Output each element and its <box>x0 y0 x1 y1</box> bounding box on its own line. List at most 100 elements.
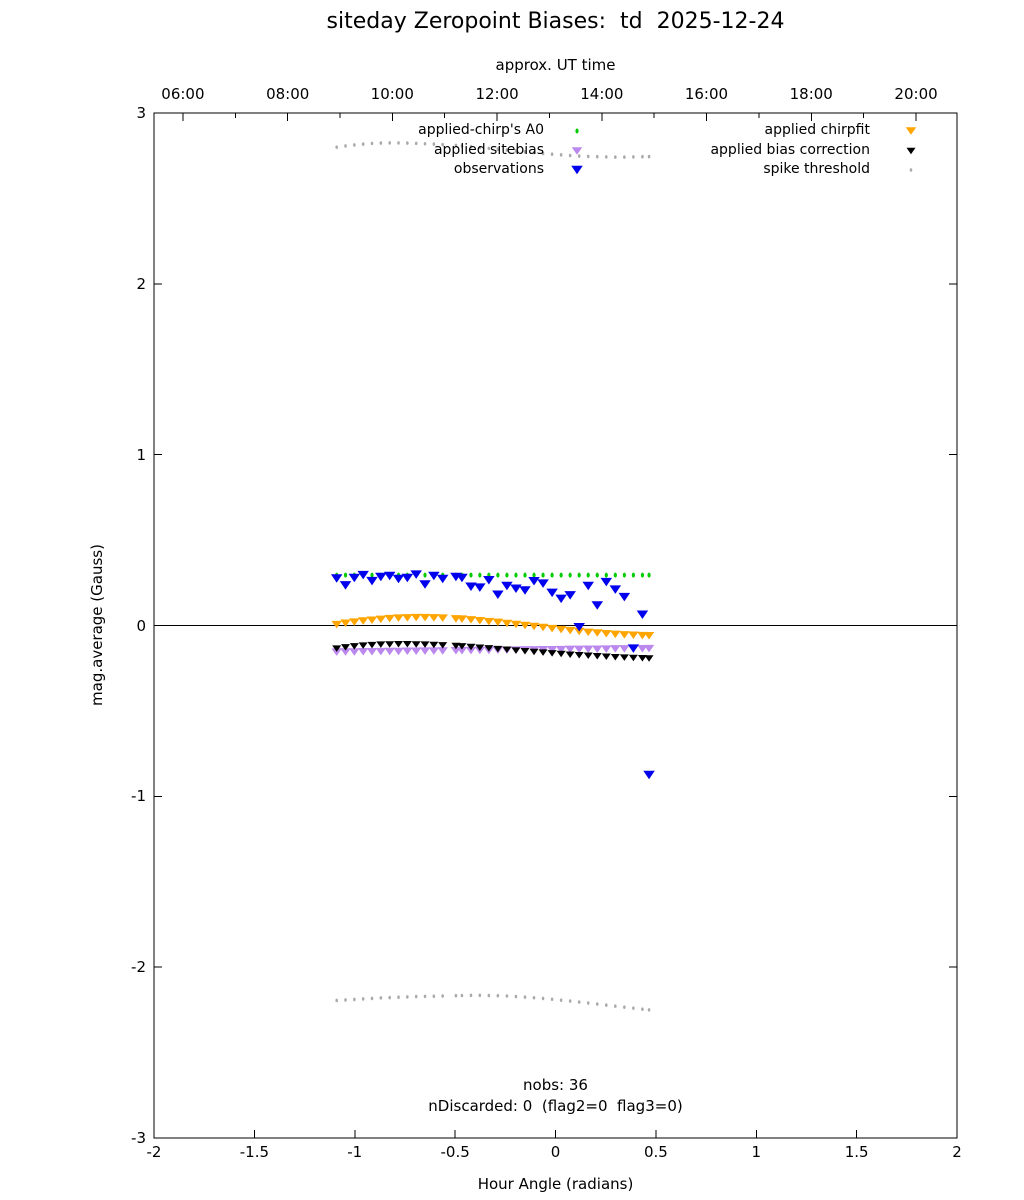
data-point <box>532 150 536 155</box>
data-point <box>393 614 404 622</box>
data-point <box>511 647 521 654</box>
data-point <box>370 572 374 578</box>
data-point <box>573 645 585 654</box>
data-point <box>514 572 518 578</box>
green-dot-icon <box>575 128 579 134</box>
nobs-annotation: nobs: 36 <box>523 1076 588 1094</box>
data-point <box>469 993 473 998</box>
data-point <box>528 622 540 631</box>
data-point <box>555 625 567 634</box>
data-point <box>643 644 655 653</box>
data-point <box>643 632 655 640</box>
data-point <box>523 572 527 578</box>
blue-triangle-icon <box>571 165 583 175</box>
legend-item-observations: observations <box>154 160 544 179</box>
data-point <box>375 572 387 582</box>
data-point <box>637 655 647 662</box>
data-point <box>344 998 347 1002</box>
x-tick-label: 2 <box>952 1143 962 1161</box>
series-spike-threshold <box>335 141 651 1012</box>
data-point <box>456 573 468 583</box>
data-point <box>496 147 500 152</box>
data-point <box>401 573 414 583</box>
data-point <box>591 601 604 610</box>
data-point <box>546 646 558 654</box>
data-point <box>349 648 360 656</box>
data-point <box>586 1001 590 1005</box>
data-point <box>523 995 527 999</box>
data-point <box>454 993 458 998</box>
data-point <box>510 620 522 629</box>
triangle-down-small-glyph <box>906 147 916 154</box>
data-point <box>641 154 644 159</box>
x-tick-label: 0 <box>550 1143 561 1161</box>
data-point <box>623 155 626 159</box>
dot-small-glyph <box>909 168 913 172</box>
data-point <box>358 642 368 649</box>
data-point <box>493 645 503 653</box>
data-point <box>423 572 427 578</box>
data-point <box>631 572 635 578</box>
data-point <box>647 154 651 159</box>
data-point <box>376 641 386 648</box>
data-point <box>384 647 395 656</box>
data-point <box>496 993 500 998</box>
data-point <box>423 994 427 999</box>
x-tick-label: 0.5 <box>643 1143 668 1161</box>
data-point <box>340 619 351 628</box>
data-point <box>357 617 369 625</box>
data-point <box>341 644 351 651</box>
data-point <box>502 646 512 654</box>
legend-item-sitebias: applied sitebias <box>154 141 544 160</box>
data-point <box>335 998 338 1003</box>
ut-tick-label: 20:00 <box>894 85 938 103</box>
data-point <box>384 614 395 623</box>
data-point <box>436 574 449 584</box>
y-tick-label: 3 <box>136 104 146 122</box>
x-tick-label: -0.5 <box>440 1143 470 1161</box>
data-point <box>505 148 509 152</box>
data-point <box>402 641 412 648</box>
legend-item-bias-correction: applied bias correction <box>480 141 870 160</box>
data-point <box>475 644 485 651</box>
legend-label-observations: observations <box>453 161 544 177</box>
data-point <box>414 141 418 146</box>
data-point <box>610 645 621 653</box>
data-point <box>592 645 603 653</box>
data-point <box>474 583 486 592</box>
data-point <box>406 141 409 145</box>
data-point <box>582 645 594 653</box>
data-point <box>465 616 477 624</box>
data-point <box>465 582 477 591</box>
data-point <box>622 572 626 578</box>
gray-dot-icon <box>909 168 913 172</box>
data-point <box>419 613 431 622</box>
data-point <box>469 572 473 578</box>
x-tick-label: 1.5 <box>844 1143 869 1161</box>
data-point <box>623 1005 626 1009</box>
data-point <box>375 615 387 624</box>
data-point <box>487 993 491 998</box>
data-point <box>573 627 585 636</box>
data-point <box>614 1004 617 1008</box>
data-point <box>379 141 383 145</box>
data-point <box>555 645 567 654</box>
data-point <box>541 151 545 156</box>
data-point <box>568 153 572 158</box>
data-point <box>577 154 581 158</box>
ut-tick-label: 06:00 <box>161 85 205 103</box>
data-point <box>438 642 448 649</box>
data-point <box>577 572 581 578</box>
data-point <box>367 641 377 649</box>
data-point <box>357 648 369 656</box>
data-point <box>331 620 342 629</box>
data-point <box>487 146 491 151</box>
data-point <box>537 579 549 588</box>
purple-triangle-icon <box>571 146 583 155</box>
ndiscarded-annotation: nDiscarded: 0 (flag2=0 flag3=0) <box>428 1097 683 1115</box>
data-point <box>388 141 391 145</box>
data-point <box>538 649 548 656</box>
data-point <box>437 614 448 622</box>
